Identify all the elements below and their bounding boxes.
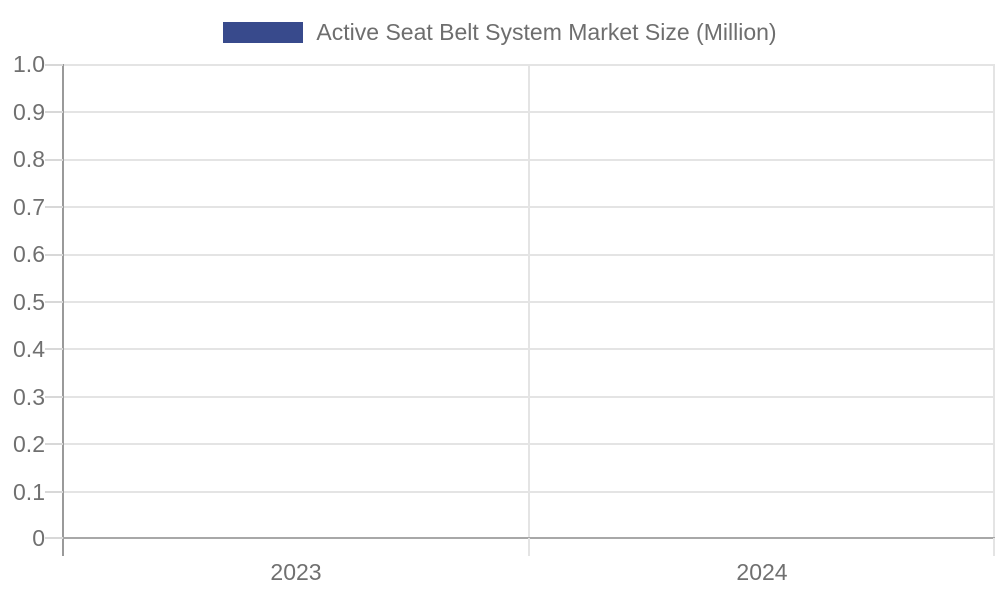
x-axis-label: 2024 — [736, 559, 788, 585]
legend: Active Seat Belt System Market Size (Mil… — [0, 18, 1000, 46]
legend-label: Active Seat Belt System Market Size (Mil… — [316, 19, 777, 45]
y-axis-label: 0.7 — [13, 194, 45, 220]
y-tick — [45, 159, 63, 161]
y-axis-label: 0 — [32, 525, 45, 551]
y-axis-label: 0.8 — [13, 146, 45, 172]
y-axis-label: 0.9 — [13, 99, 45, 125]
y-axis-line — [62, 64, 64, 556]
y-tick — [45, 443, 63, 445]
y-tick — [45, 491, 63, 493]
legend-swatch-icon — [223, 21, 304, 43]
plot-area — [63, 64, 995, 538]
y-tick — [45, 396, 63, 398]
x-tick — [528, 538, 530, 556]
y-tick — [45, 64, 63, 66]
y-axis-label: 0.3 — [13, 384, 45, 410]
y-tick — [45, 301, 63, 303]
y-axis-label: 1.0 — [13, 51, 45, 77]
x-axis-label: 2023 — [270, 559, 322, 585]
x-tick — [993, 538, 995, 556]
gridline-vertical — [528, 64, 530, 538]
y-tick — [45, 348, 63, 350]
y-axis-label: 0.6 — [13, 241, 45, 267]
y-axis-label: 0.1 — [13, 479, 45, 505]
y-tick — [45, 254, 63, 256]
legend-item[interactable]: Active Seat Belt System Market Size (Mil… — [223, 18, 777, 46]
y-axis-label: 0.5 — [13, 289, 45, 315]
gridline-vertical — [993, 64, 995, 538]
y-tick — [45, 537, 63, 539]
y-axis-label: 0.2 — [13, 431, 45, 457]
y-axis-label: 0.4 — [13, 336, 45, 362]
y-tick — [45, 206, 63, 208]
y-tick — [45, 111, 63, 113]
